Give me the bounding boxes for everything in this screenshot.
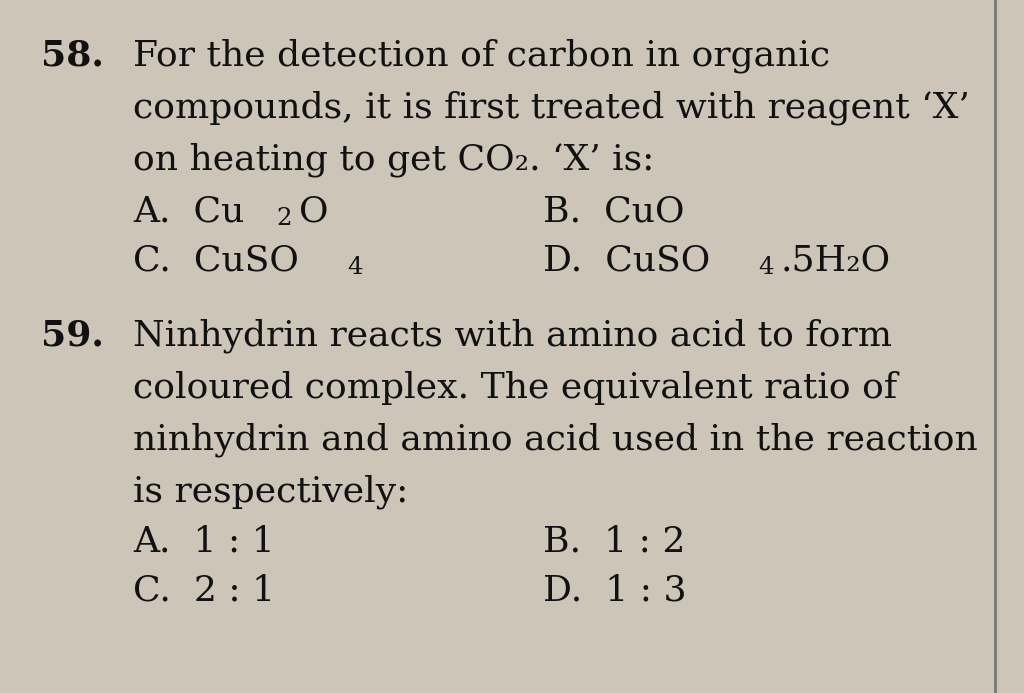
- Text: B.  1 : 2: B. 1 : 2: [543, 524, 685, 558]
- Text: C.  2 : 1: C. 2 : 1: [133, 574, 275, 608]
- Text: .5H₂O: .5H₂O: [780, 243, 891, 277]
- Text: A.  Cu: A. Cu: [133, 194, 245, 228]
- Text: O: O: [299, 194, 329, 228]
- Text: compounds, it is first treated with reagent ‘X’: compounds, it is first treated with reag…: [133, 90, 970, 125]
- Text: coloured complex. The equivalent ratio of: coloured complex. The equivalent ratio o…: [133, 371, 897, 405]
- Text: 4: 4: [347, 256, 362, 279]
- Text: B.  CuO: B. CuO: [543, 194, 684, 228]
- Text: D.  1 : 3: D. 1 : 3: [543, 574, 686, 608]
- Text: on heating to get CO₂. ‘X’ is:: on heating to get CO₂. ‘X’ is:: [133, 142, 654, 177]
- Text: A.  1 : 1: A. 1 : 1: [133, 524, 274, 558]
- Text: 4: 4: [759, 256, 774, 279]
- Text: C.  CuSO: C. CuSO: [133, 243, 299, 277]
- Text: 59.: 59.: [41, 319, 103, 353]
- Text: is respectively:: is respectively:: [133, 475, 409, 509]
- Text: D.  CuSO: D. CuSO: [543, 243, 710, 277]
- Text: For the detection of carbon in organic: For the detection of carbon in organic: [133, 38, 830, 73]
- Text: Ninhydrin reacts with amino acid to form: Ninhydrin reacts with amino acid to form: [133, 319, 892, 353]
- Text: 2: 2: [276, 207, 292, 229]
- Text: ninhydrin and amino acid used in the reaction: ninhydrin and amino acid used in the rea…: [133, 423, 978, 457]
- Text: 58.: 58.: [41, 38, 103, 72]
